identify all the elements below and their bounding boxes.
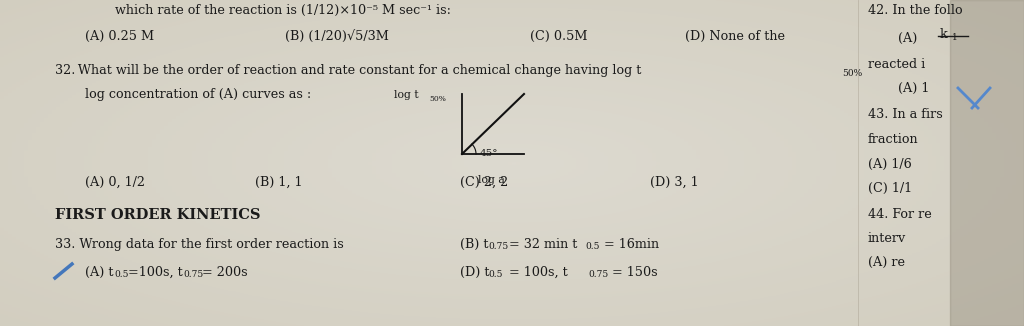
Text: 0.5: 0.5 — [585, 242, 599, 251]
Text: 33. Wrong data for the first order reaction is: 33. Wrong data for the first order react… — [55, 238, 344, 251]
Text: which rate of the reaction is (1/12)×10⁻⁵ M sec⁻¹ is:: which rate of the reaction is (1/12)×10⁻… — [115, 4, 451, 17]
Text: log a: log a — [478, 175, 505, 185]
Text: = 200s: = 200s — [202, 266, 248, 279]
Text: log concentration of (A) curves as :: log concentration of (A) curves as : — [85, 88, 311, 101]
Text: (D) None of the: (D) None of the — [685, 30, 785, 43]
Text: (A) 0, 1/2: (A) 0, 1/2 — [85, 176, 145, 189]
Text: (B) 1, 1: (B) 1, 1 — [255, 176, 302, 189]
Text: (A) t: (A) t — [85, 266, 114, 279]
Text: (C) 0.5M: (C) 0.5M — [530, 30, 588, 43]
Text: (B) (1/20)√5/3M: (B) (1/20)√5/3M — [285, 30, 389, 43]
Text: (C) 1/1: (C) 1/1 — [868, 182, 912, 195]
Text: 0.75: 0.75 — [588, 270, 608, 279]
Text: 0.5: 0.5 — [488, 270, 503, 279]
Text: 43. In a firs: 43. In a firs — [868, 108, 943, 121]
Text: 0.75: 0.75 — [183, 270, 203, 279]
Text: (A) re: (A) re — [868, 256, 905, 269]
Text: (A) 1/6: (A) 1/6 — [868, 158, 911, 171]
Text: 1: 1 — [952, 33, 957, 42]
Text: (C) 2, 2: (C) 2, 2 — [460, 176, 508, 189]
Text: 45°: 45° — [480, 149, 499, 158]
Text: 50%: 50% — [429, 95, 445, 103]
Text: 42. In the follo: 42. In the follo — [868, 4, 963, 17]
Text: (A) 0.25 M: (A) 0.25 M — [85, 30, 155, 43]
Text: reacted i: reacted i — [868, 58, 926, 71]
Text: = 100s, t: = 100s, t — [505, 266, 567, 279]
Text: interv: interv — [868, 232, 906, 245]
Text: FIRST ORDER KINETICS: FIRST ORDER KINETICS — [55, 208, 260, 222]
Text: (D) 3, 1: (D) 3, 1 — [650, 176, 698, 189]
Text: (A) 1: (A) 1 — [898, 82, 930, 95]
Text: 0.5: 0.5 — [114, 270, 128, 279]
Text: = 32 min t: = 32 min t — [505, 238, 578, 251]
Text: log t: log t — [394, 90, 419, 100]
Bar — [950, 0, 1024, 326]
Text: (B) t: (B) t — [460, 238, 488, 251]
Text: fraction: fraction — [868, 133, 919, 146]
Text: 44. For re: 44. For re — [868, 208, 932, 221]
Text: k: k — [940, 28, 948, 41]
Text: =100s, t: =100s, t — [128, 266, 182, 279]
Text: 32. What will be the order of reaction and rate constant for a chemical change h: 32. What will be the order of reaction a… — [55, 64, 641, 77]
Text: = 150s: = 150s — [608, 266, 657, 279]
Text: = 16min: = 16min — [600, 238, 659, 251]
Text: 50%: 50% — [842, 69, 862, 78]
Text: (D) t: (D) t — [460, 266, 489, 279]
Text: 0.75: 0.75 — [488, 242, 508, 251]
Text: (A): (A) — [898, 32, 918, 45]
